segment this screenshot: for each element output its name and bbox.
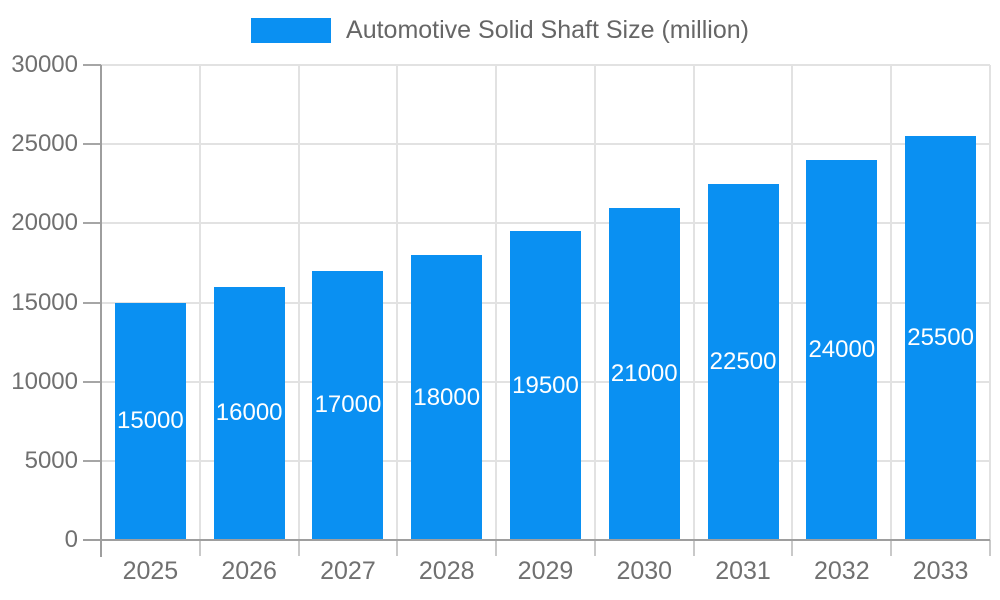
y-tick-label: 20000 [11,209,78,237]
gridline-vertical [791,65,794,540]
x-tick-label: 2029 [517,557,574,585]
bar-2025[interactable]: 15000 [114,302,186,540]
x-tick-label: 2033 [912,557,969,585]
x-axis-tick [890,540,893,556]
x-axis-tick [297,540,300,556]
legend-label: Automotive Solid Shaft Size (million) [346,16,749,44]
y-tick-label: 10000 [11,367,78,395]
gridline-vertical [890,65,893,540]
bar-value-label: 17000 [314,391,382,419]
gridline-vertical [297,65,300,540]
bar-2026[interactable]: 16000 [213,286,285,540]
bar-value-label: 25500 [907,324,974,352]
bar-value-label: 19500 [512,371,579,399]
y-tick-label: 5000 [24,446,78,474]
x-axis-tick [791,540,794,556]
x-axis-line [83,539,990,541]
x-axis-tick [198,540,201,556]
bar-2030[interactable]: 21000 [608,207,680,540]
gridline-vertical [692,65,695,540]
y-axis-tick [83,301,101,304]
bar-2033[interactable]: 25500 [905,136,977,540]
y-axis-tick [83,222,101,225]
y-axis-line [100,65,102,557]
x-tick-label: 2026 [221,557,277,585]
gridline-horizontal [101,143,990,146]
gridline-vertical [989,65,991,540]
gridline-vertical [495,65,498,540]
x-axis-tick [396,540,399,556]
bar-2028[interactable]: 18000 [411,255,483,540]
y-axis-tick [83,143,101,146]
gridline-vertical [198,65,201,540]
gridline-vertical [396,65,399,540]
gridline-vertical [593,65,596,540]
bar-2029[interactable]: 19500 [510,231,581,540]
x-tick-label: 2032 [814,557,870,585]
y-axis-tick [83,380,101,383]
x-tick-label: 2025 [122,557,179,585]
bar-value-label: 18000 [413,383,481,411]
y-tick-label: 30000 [11,51,78,78]
bar-2031[interactable]: 22500 [707,183,779,540]
x-tick-label: 2031 [715,557,771,585]
y-tick-label: 15000 [11,288,78,316]
bar-2027[interactable]: 17000 [312,270,384,540]
bar-value-label: 16000 [215,399,283,427]
legend[interactable]: Automotive Solid Shaft Size (million) [0,14,1000,46]
x-axis-tick [692,540,695,556]
y-axis-tick [83,459,101,462]
bar-value-label: 21000 [610,359,678,387]
x-tick-label: 2028 [418,557,475,585]
x-axis-tick [989,540,991,556]
gridline-horizontal [101,222,990,225]
bar-value-label: 22500 [709,347,777,375]
legend-swatch[interactable] [251,17,332,43]
x-tick-label: 2030 [616,557,673,585]
x-tick-label: 2027 [320,557,376,585]
bar-value-label: 24000 [808,336,876,363]
gridline-horizontal [101,64,990,66]
y-axis-tick [83,64,101,66]
x-axis-tick [593,540,596,556]
y-tick-label: 25000 [11,130,78,158]
bar-value-label: 15000 [117,407,184,435]
bar-2032[interactable]: 24000 [806,160,878,540]
y-tick-label: 0 [64,526,78,553]
x-axis-tick [495,540,498,556]
